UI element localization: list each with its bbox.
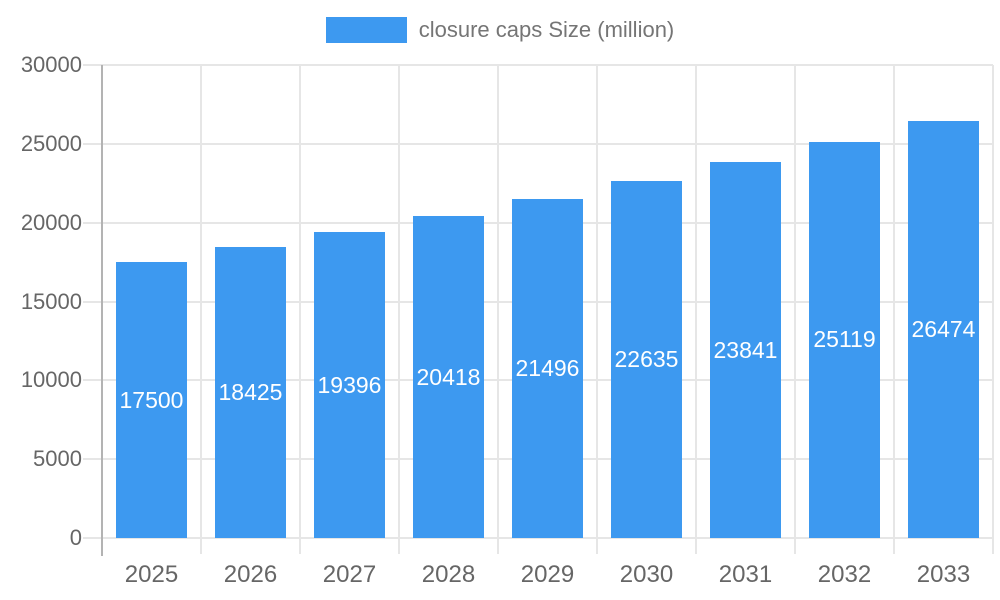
bar-value-label: 21496 [515, 355, 580, 382]
x-axis-label: 2026 [223, 561, 278, 588]
y-axis-label: 25000 [20, 130, 82, 156]
gridline-vertical [893, 65, 895, 538]
x-axis-tick [893, 538, 895, 554]
legend: closure caps Size (million) [0, 17, 1000, 43]
bar-2027[interactable]: 19396 [314, 232, 385, 538]
gridline-vertical [596, 65, 598, 538]
gridline-vertical [398, 65, 400, 538]
gridline-horizontal [102, 64, 993, 66]
bar-value-label: 23841 [713, 336, 778, 363]
y-axis-tick [83, 537, 102, 539]
y-axis-tick [83, 379, 102, 382]
x-axis-tick [497, 538, 499, 554]
y-axis-label: 5000 [33, 446, 82, 472]
legend-label: closure caps Size (million) [418, 17, 675, 42]
x-axis-label: 2029 [520, 561, 575, 588]
x-axis-label: 2032 [817, 561, 872, 588]
x-axis-tick [794, 538, 796, 554]
x-axis-tick [596, 538, 598, 554]
y-axis-label: 15000 [20, 288, 82, 314]
x-axis-tick [992, 538, 994, 554]
y-axis-tick [83, 221, 102, 224]
legend-swatch [325, 17, 407, 43]
gridline-vertical [794, 65, 796, 538]
x-axis-tick [398, 538, 400, 554]
x-axis-tick [200, 538, 202, 554]
bar-2033[interactable]: 26474 [908, 120, 979, 538]
y-axis-label: 0 [69, 525, 82, 550]
y-axis-tick [83, 458, 102, 461]
y-axis-tick [83, 64, 102, 66]
bar-value-label: 22635 [614, 346, 679, 373]
bar-value-label: 26474 [911, 315, 976, 342]
x-axis-label: 2028 [421, 561, 476, 588]
bar-2031[interactable]: 23841 [710, 162, 781, 538]
bar-2028[interactable]: 20418 [413, 216, 484, 538]
y-axis-label: 10000 [20, 367, 82, 393]
y-axis-line [101, 65, 103, 556]
y-axis-tick [83, 300, 102, 303]
gridline-vertical [497, 65, 499, 538]
bar-value-label: 19396 [317, 371, 382, 398]
bar-2026[interactable]: 18425 [215, 247, 286, 538]
x-axis-label: 2027 [322, 561, 377, 588]
y-axis-label: 30000 [20, 52, 82, 77]
bar-2029[interactable]: 21496 [512, 199, 583, 538]
x-axis-label: 2025 [124, 561, 179, 588]
x-axis-label: 2030 [619, 561, 674, 588]
gridline-vertical [992, 65, 994, 538]
x-axis-tick [695, 538, 697, 554]
y-axis-tick [83, 142, 102, 145]
y-axis-label: 20000 [20, 209, 82, 235]
bar-value-label: 25119 [813, 326, 876, 353]
x-axis-label: 2033 [916, 561, 971, 588]
gridline-vertical [200, 65, 202, 538]
gridline-vertical [299, 65, 301, 538]
x-axis-tick [299, 538, 301, 554]
bar-2032[interactable]: 25119 [809, 141, 880, 538]
gridline-horizontal [102, 537, 993, 539]
bar-value-label: 20418 [416, 363, 481, 390]
x-axis-label: 2031 [718, 561, 773, 588]
bar-2030[interactable]: 22635 [611, 181, 682, 538]
bar-2025[interactable]: 17500 [116, 262, 187, 538]
gridline-vertical [695, 65, 697, 538]
bar-value-label: 18425 [218, 379, 283, 406]
bar-value-label: 17500 [119, 386, 184, 413]
gridline-horizontal [102, 142, 993, 145]
